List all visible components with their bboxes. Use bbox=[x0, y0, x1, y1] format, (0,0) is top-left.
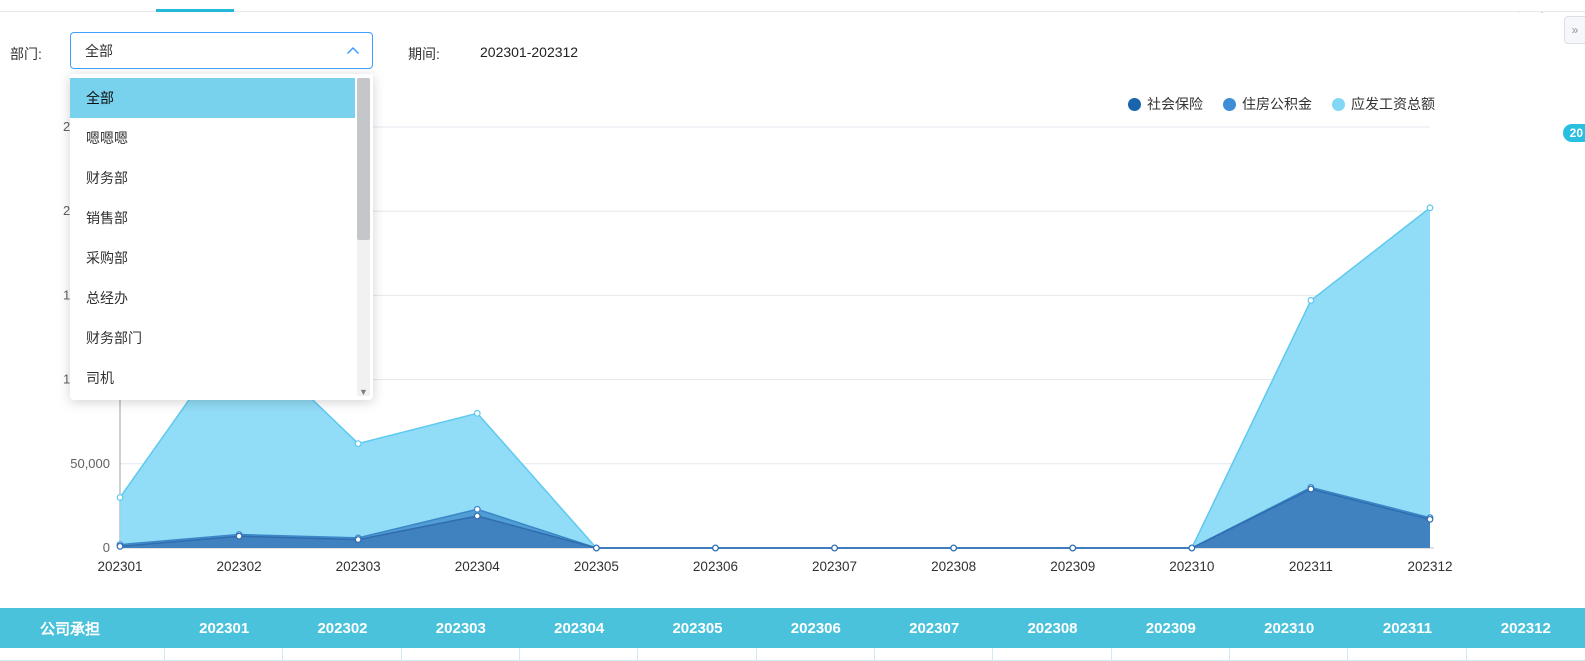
svg-text:50,000: 50,000 bbox=[70, 456, 110, 471]
svg-text:202308: 202308 bbox=[931, 559, 976, 574]
dropdown-item[interactable]: 嗯嗯嗯 bbox=[86, 130, 128, 146]
chevron-up-icon bbox=[346, 46, 360, 55]
svg-text:202309: 202309 bbox=[1050, 559, 1095, 574]
dropdown-item[interactable]: 全部 bbox=[70, 78, 355, 118]
period-label: 期间: bbox=[408, 46, 440, 62]
department-select-value: 全部 bbox=[85, 42, 113, 59]
svg-text:202312: 202312 bbox=[1407, 559, 1452, 574]
double-chevron-right-icon: » bbox=[1571, 23, 1579, 37]
table-cell bbox=[1111, 648, 1230, 661]
year-badge-label: 20 bbox=[1569, 126, 1583, 140]
table-header-cell: 202303 bbox=[435, 619, 486, 637]
table-header-cell: 202307 bbox=[909, 619, 960, 637]
legend-dot-icon bbox=[1128, 97, 1141, 111]
table-header-cell: 202308 bbox=[1027, 619, 1078, 637]
table-cell bbox=[1230, 648, 1349, 661]
svg-text:0: 0 bbox=[103, 540, 110, 555]
dropdown-item[interactable]: 财务部 bbox=[86, 170, 128, 186]
table-header-cell: 202310 bbox=[1264, 619, 1315, 637]
scroll-down-arrow-icon[interactable]: ▼ bbox=[359, 387, 368, 397]
period-value: 202301-202312 bbox=[480, 44, 579, 60]
dropdown-item[interactable]: 销售部 bbox=[86, 210, 128, 226]
dropdown-item[interactable]: 采购部 bbox=[86, 250, 128, 266]
svg-text:202310: 202310 bbox=[1169, 559, 1214, 574]
department-dropdown: 全部嗯嗯嗯财务部销售部采购部总经办财务部门司机 ▼ bbox=[70, 74, 373, 400]
legend-label: 社会保险 bbox=[1147, 96, 1203, 112]
table-cell bbox=[638, 648, 757, 661]
svg-text:202302: 202302 bbox=[217, 559, 262, 574]
table-row bbox=[0, 648, 1585, 661]
dropdown-item[interactable]: 总经办 bbox=[86, 290, 128, 306]
collapse-panel-button[interactable]: » bbox=[1564, 16, 1585, 44]
company-burden-table: 公司承担 202301 202302 202303 202304 202305 202306… bbox=[0, 608, 1585, 661]
legend-item[interactable]: 社会保险 bbox=[1128, 94, 1203, 114]
department-select[interactable]: 全部 bbox=[70, 32, 373, 69]
table-cell bbox=[875, 648, 994, 661]
dropdown-item[interactable]: 司机 bbox=[86, 370, 114, 386]
table-cell bbox=[283, 648, 402, 661]
table-cell bbox=[1348, 648, 1467, 661]
legend-dot-icon bbox=[1332, 97, 1345, 111]
table-cell bbox=[993, 648, 1112, 661]
legend-label: 住房公积金 bbox=[1242, 96, 1312, 112]
department-dropdown-list: 全部嗯嗯嗯财务部销售部采购部总经办财务部门司机 bbox=[70, 78, 355, 396]
table-cell bbox=[165, 648, 284, 661]
table-cell bbox=[1466, 648, 1585, 661]
svg-text:202304: 202304 bbox=[455, 559, 501, 574]
table-cell bbox=[520, 648, 639, 661]
legend-item[interactable]: 住房公积金 bbox=[1223, 94, 1312, 114]
table-header-cell: 202312 bbox=[1500, 619, 1551, 637]
svg-text:202307: 202307 bbox=[812, 559, 857, 574]
top-tab-bar bbox=[0, 0, 1585, 12]
table-header-cell: 202309 bbox=[1145, 619, 1196, 637]
svg-text:202305: 202305 bbox=[574, 559, 619, 574]
active-tab-indicator bbox=[156, 9, 234, 12]
table-cell bbox=[401, 648, 520, 661]
table-header-cell: 202311 bbox=[1382, 619, 1433, 637]
table-header-cell: 公司承担 bbox=[40, 620, 101, 638]
table-header-cell: 202304 bbox=[554, 619, 605, 637]
table-header-cell: 202302 bbox=[317, 619, 368, 637]
department-label: 部门: bbox=[10, 46, 42, 62]
dropdown-scrollbar[interactable]: ▼ bbox=[357, 78, 370, 397]
chart-legend: 社会保险 住房公积金 应发工资总额 bbox=[1128, 94, 1435, 114]
svg-text:202303: 202303 bbox=[336, 559, 381, 574]
dropdown-item[interactable]: 财务部门 bbox=[86, 330, 142, 346]
svg-text:202301: 202301 bbox=[97, 559, 142, 574]
legend-label: 应发工资总额 bbox=[1351, 96, 1435, 112]
table-header-cell: 202301 bbox=[199, 619, 250, 637]
svg-text:202311: 202311 bbox=[1289, 559, 1333, 574]
legend-dot-icon bbox=[1223, 97, 1236, 111]
legend-item[interactable]: 应发工资总额 bbox=[1332, 94, 1435, 114]
table-cell bbox=[756, 648, 875, 661]
table-header-cell: 202306 bbox=[790, 619, 841, 637]
table-cell bbox=[0, 648, 165, 661]
svg-text:202306: 202306 bbox=[693, 559, 738, 574]
year-badge[interactable]: 20 bbox=[1562, 124, 1585, 142]
table-header-cell: 202305 bbox=[672, 619, 723, 637]
dropdown-scrollbar-thumb[interactable] bbox=[357, 78, 370, 240]
table-header-row: 公司承担 202301 202302 202303 202304 202305 202306… bbox=[0, 608, 1585, 648]
